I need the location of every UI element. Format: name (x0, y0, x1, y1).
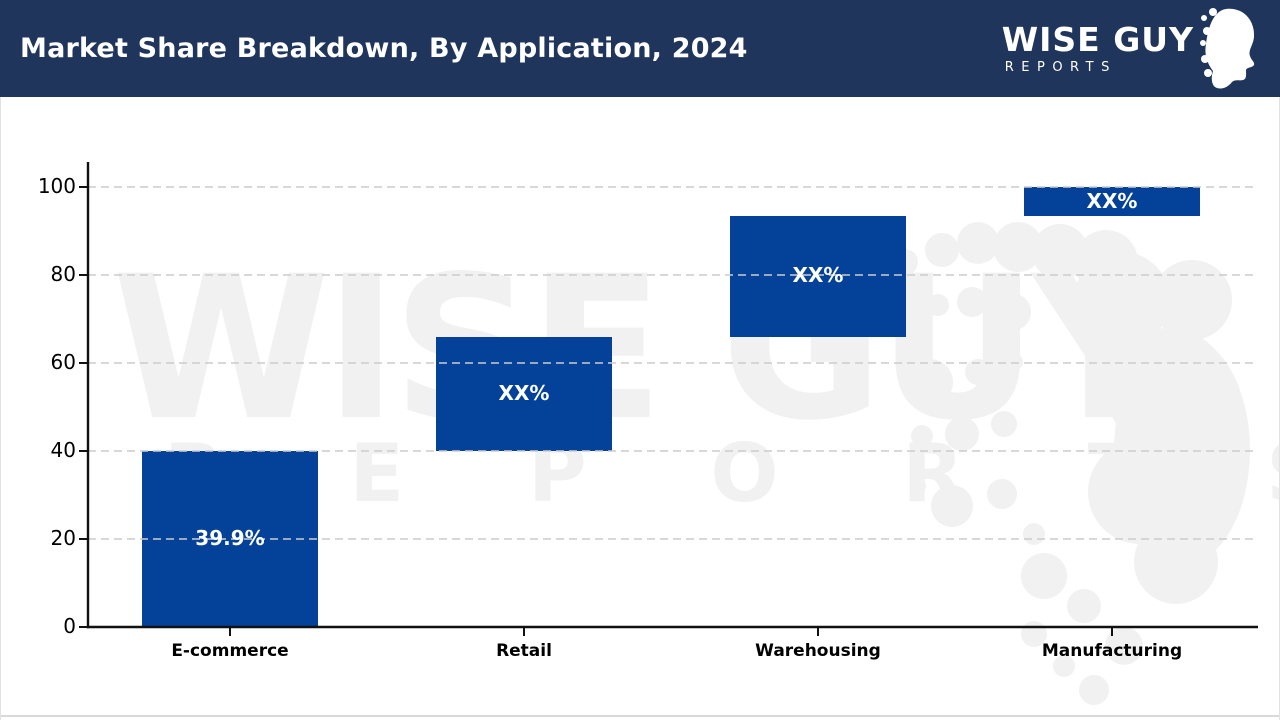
bar-e-commerce (142, 451, 318, 627)
logo-text: WISE GUY REPORTS (1002, 23, 1194, 75)
logo-wordmark: WISE GUY (1001, 19, 1194, 59)
header-bar: Market Share Breakdown, By Application, … (0, 0, 1280, 97)
wise-guy-logo: WISE GUY REPORTS (1002, 6, 1258, 92)
bottom-rule (0, 715, 1280, 717)
logo-subtext: REPORTS (1004, 59, 1117, 75)
bar-manufacturing (1024, 187, 1200, 217)
left-rule (0, 0, 1, 720)
logo-face-icon (1200, 7, 1255, 89)
bar-warehousing (730, 216, 906, 337)
bar-retail (436, 336, 612, 452)
chart-title: Market Share Breakdown, By Application, … (20, 33, 748, 64)
